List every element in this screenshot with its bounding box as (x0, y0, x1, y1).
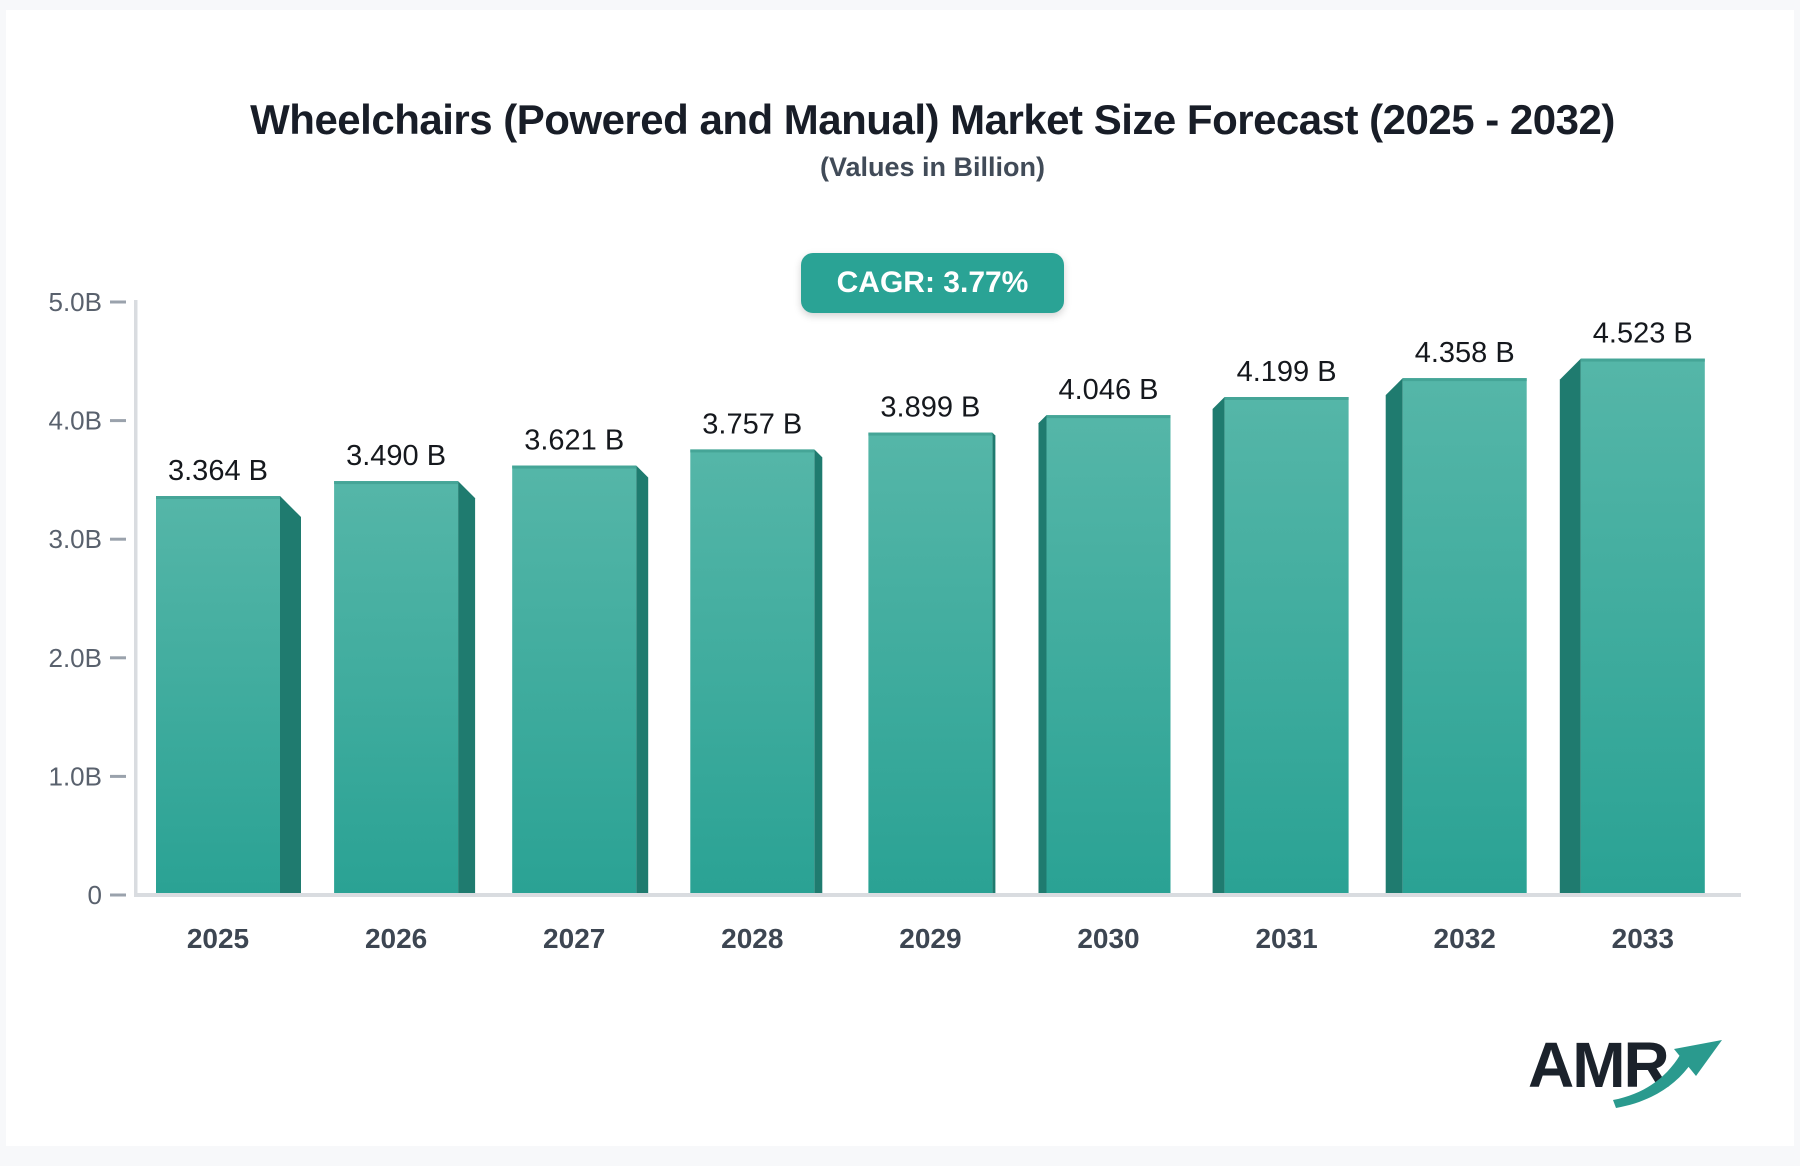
x-axis-label: 2032 (1434, 923, 1496, 954)
y-axis-tick-mark (110, 538, 126, 541)
y-axis-tick-label: 5.0B (49, 287, 103, 317)
x-axis-label: 2033 (1612, 923, 1674, 954)
bar-top-edge (334, 481, 458, 484)
bar-side-face (1386, 378, 1403, 895)
x-axis-line (134, 893, 1741, 897)
y-axis-line (134, 300, 138, 895)
x-axis-label: 2027 (543, 923, 605, 954)
bar-front-face (1047, 415, 1171, 895)
bar-value-label: 3.490 B (346, 440, 446, 472)
bar-value-label: 3.757 B (702, 408, 802, 440)
bar-value-label: 4.199 B (1237, 356, 1337, 388)
y-axis-tick-label: 2.0B (49, 643, 103, 673)
amr-logo: AMR (1528, 1028, 1738, 1118)
bar-front-face (512, 466, 636, 895)
y-axis-tick-mark (110, 656, 126, 659)
bar-front-face (1581, 359, 1705, 895)
bar-front-face (1403, 378, 1527, 895)
y-axis-tick-mark (110, 775, 126, 778)
bar-front-face (156, 496, 280, 895)
x-axis-label: 2031 (1255, 923, 1317, 954)
bar-side-face (1039, 415, 1047, 895)
bar-side-face (814, 449, 822, 895)
bar-front-face (690, 449, 814, 895)
y-axis-tick-label: 1.0B (49, 761, 103, 791)
bar-top-edge (1403, 378, 1527, 381)
bar-side-face (1560, 359, 1581, 895)
chart-card: Wheelchairs (Powered and Manual) Market … (6, 10, 1794, 1146)
bar-side-face (280, 496, 301, 895)
bar-front-face (868, 433, 992, 895)
y-axis-tick-mark (110, 894, 126, 897)
y-axis-tick-label: 3.0B (49, 524, 103, 554)
bar-side-face (1213, 397, 1225, 895)
bar-value-label: 4.358 B (1415, 337, 1515, 369)
bar-side-face (992, 433, 995, 895)
plot-area: 0 1.0B 2.0B 3.0B 4.0B 5.0B 3.364 B 2025 3.490 B 2… (49, 287, 1742, 954)
bar-front-face (334, 481, 458, 895)
bar-top-edge (1581, 359, 1705, 362)
x-axis-label: 2029 (899, 923, 961, 954)
bar-top-edge (1047, 415, 1171, 418)
x-axis-label: 2026 (365, 923, 427, 954)
bar-top-edge (156, 496, 280, 499)
bar-front-face (1225, 397, 1349, 895)
growth-arrow-icon (1610, 1036, 1728, 1114)
bar-side-face (636, 466, 648, 895)
bar-top-edge (690, 449, 814, 452)
bar-top-edge (512, 466, 636, 469)
y-axis-tick-mark (110, 419, 126, 422)
bar-value-label: 3.621 B (524, 425, 624, 457)
bar-value-label: 3.899 B (880, 392, 980, 424)
bar-chart: 0 1.0B 2.0B 3.0B 4.0B 5.0B 3.364 B 2025 3.490 B 2… (6, 10, 1800, 1166)
bar-value-label: 4.523 B (1593, 318, 1693, 350)
y-axis-tick-label: 4.0B (49, 406, 103, 436)
bar-top-edge (868, 433, 992, 436)
x-axis-label: 2030 (1077, 923, 1139, 954)
bar-value-label: 3.364 B (168, 455, 268, 487)
y-axis-tick-mark (110, 301, 126, 304)
y-axis-tick-label: 0 (88, 880, 102, 910)
bar-top-edge (1225, 397, 1349, 400)
bar-side-face (458, 481, 475, 895)
bar-value-label: 4.046 B (1059, 374, 1159, 406)
x-axis-label: 2025 (187, 923, 249, 954)
x-axis-label: 2028 (721, 923, 783, 954)
